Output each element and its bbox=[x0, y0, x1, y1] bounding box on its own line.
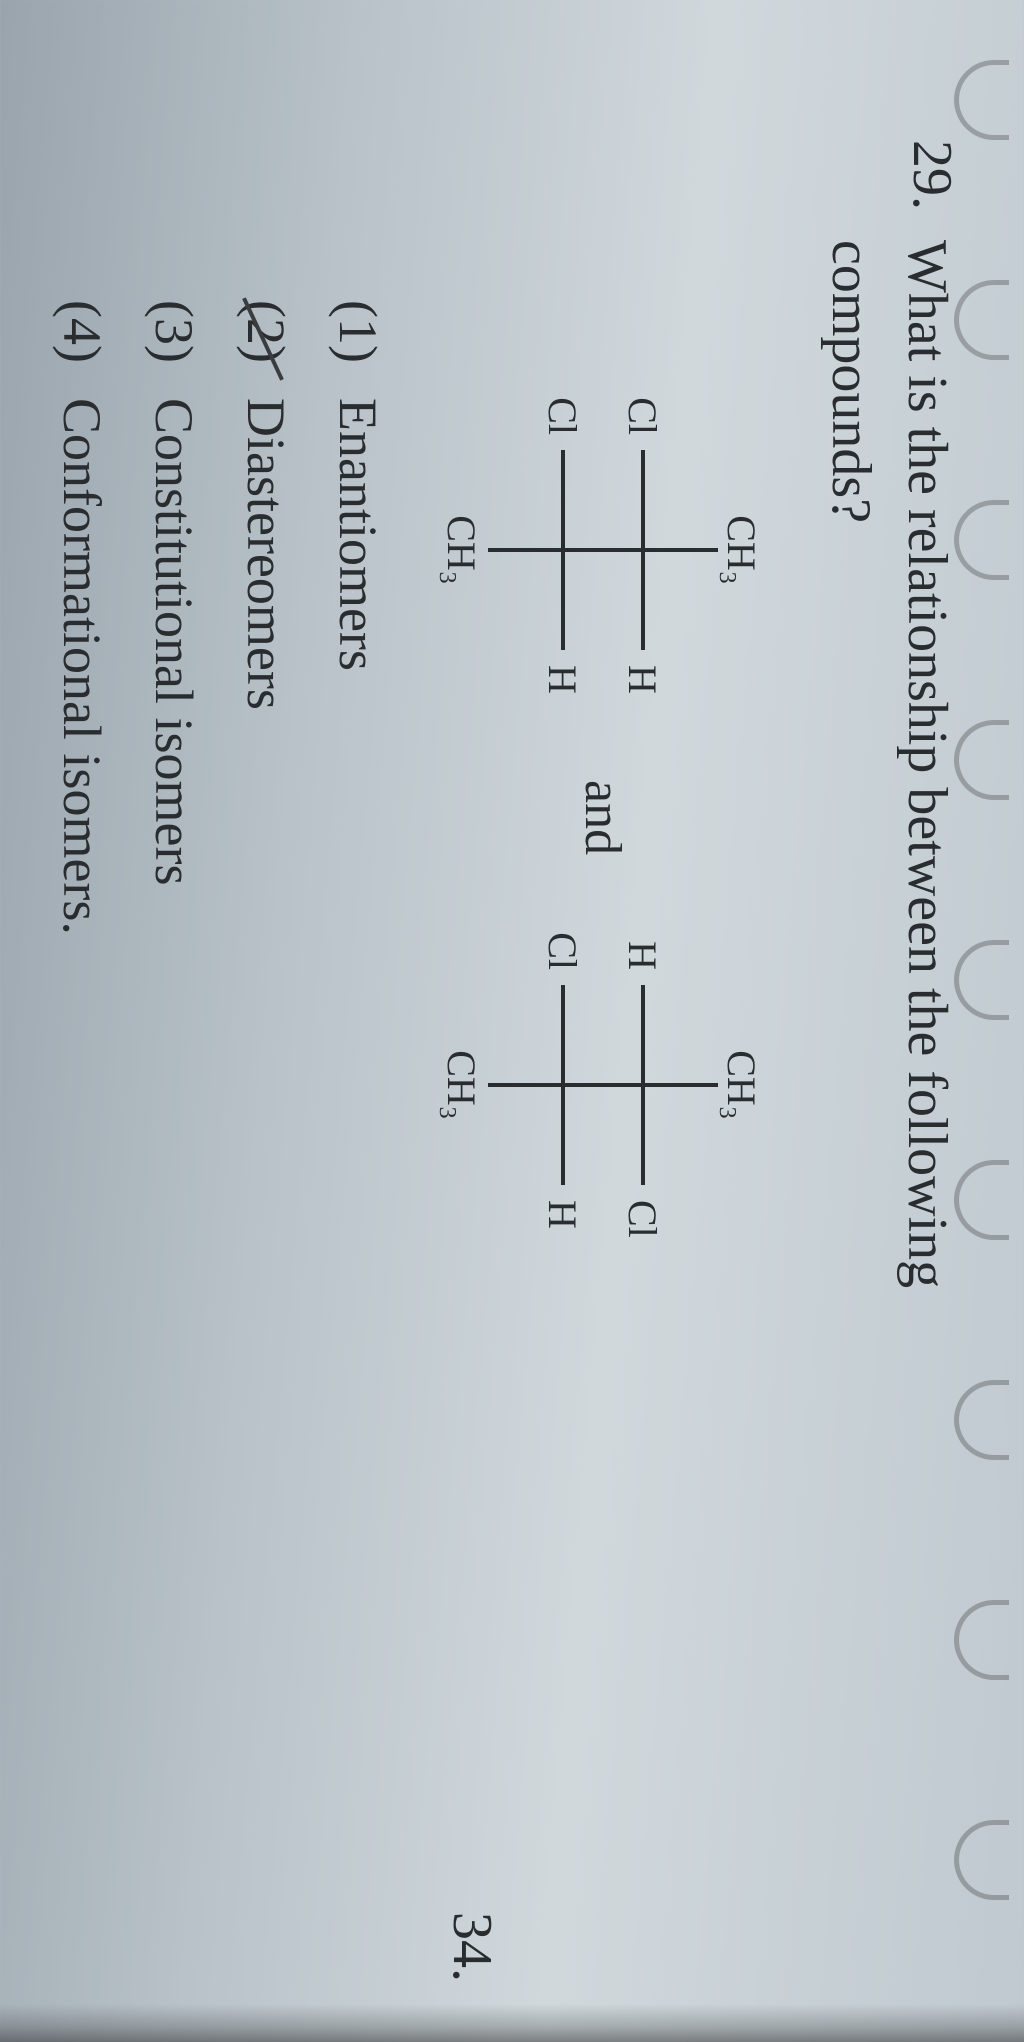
option-2: (2) Diastereomers bbox=[219, 300, 311, 1962]
option-1: (1) Enantiomers bbox=[311, 300, 403, 1962]
option-4: (4) Conformational isomers. bbox=[36, 300, 128, 1962]
page-content: 29. What is the relationship between the… bbox=[0, 0, 1024, 2042]
page-shadow bbox=[0, 2004, 1024, 2042]
s1-r1-left: Cl bbox=[620, 397, 665, 435]
s2-r1-right: Cl bbox=[620, 1200, 665, 1238]
fischer-projection-1: CH₃ CH₃ Cl H Cl H bbox=[433, 380, 773, 720]
question-line-1: What is the relationship between the fol… bbox=[896, 240, 958, 1288]
option-3: (3) Constitutional isomers bbox=[127, 300, 219, 1962]
s1-r2-right: H bbox=[540, 665, 585, 694]
s2-r1-left: H bbox=[620, 941, 665, 970]
s1-bottom: CH₃ bbox=[439, 515, 484, 585]
option-4-num: (4) bbox=[36, 300, 128, 380]
s2-r2-left: Cl bbox=[540, 932, 585, 970]
s1-top: CH₃ bbox=[719, 515, 764, 585]
option-3-num: (3) bbox=[127, 300, 219, 380]
question-line-2: compounds? bbox=[820, 240, 882, 523]
options-list: (1) Enantiomers (2) Diastereomers (3) Co… bbox=[36, 300, 403, 1962]
option-3-label: Constitutional isomers bbox=[127, 398, 219, 886]
option-2-num: (2) bbox=[219, 300, 311, 380]
option-4-label: Conformational isomers. bbox=[36, 398, 128, 935]
s2-r2-right: H bbox=[540, 1200, 585, 1229]
connector-and: and bbox=[573, 780, 632, 855]
s1-r1-right: H bbox=[620, 665, 665, 694]
structures-row: CH₃ CH₃ Cl H Cl H and CH₃ CH₃ H Cl Cl H bbox=[433, 380, 773, 1962]
s2-top: CH₃ bbox=[719, 1050, 764, 1120]
option-2-label: Diastereomers bbox=[219, 398, 311, 710]
option-1-label: Enantiomers bbox=[311, 398, 403, 671]
question-text: What is the relationship between the fol… bbox=[813, 240, 964, 1962]
notebook-spiral bbox=[954, 0, 1024, 2042]
side-question-number: 34. bbox=[440, 1912, 504, 1982]
option-1-num: (1) bbox=[311, 300, 403, 380]
question-row: 29. What is the relationship between the… bbox=[813, 120, 964, 1962]
fischer-projection-2: CH₃ CH₃ H Cl Cl H bbox=[433, 915, 773, 1255]
s2-bottom: CH₃ bbox=[439, 1050, 484, 1120]
s1-r2-left: Cl bbox=[540, 397, 585, 435]
